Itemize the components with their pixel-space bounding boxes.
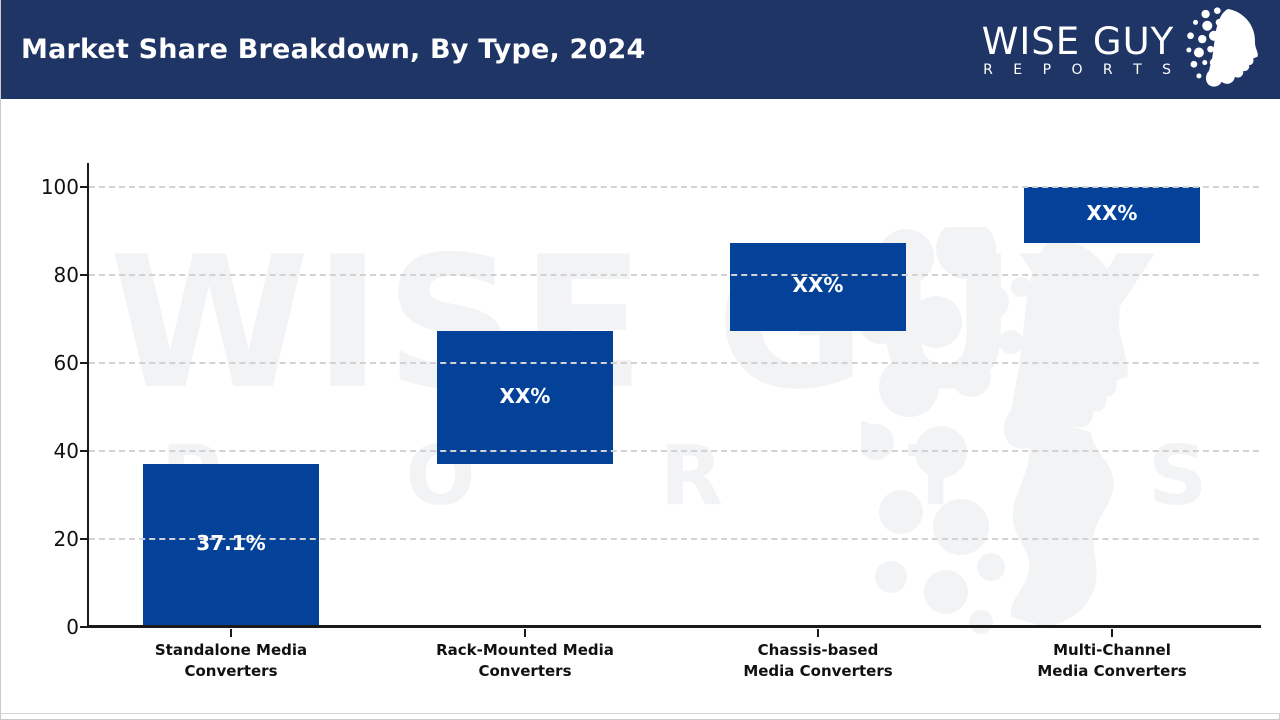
x-tick-standalone-media-converters — [230, 629, 232, 637]
y-tick-0 — [80, 626, 89, 628]
wise-guy-logo: WISE GUY R E P O R T S — [977, 4, 1267, 96]
category-label-line: Media Converters — [1037, 662, 1187, 680]
bar-value-label: XX% — [499, 383, 551, 408]
category-label-line: Converters — [478, 662, 572, 680]
category-label-line: Media Converters — [743, 662, 893, 680]
y-tick-label-80: 80 — [53, 263, 79, 287]
y-tick-100 — [80, 186, 89, 188]
category-label-standalone-media-converters: Standalone Media Converters — [101, 640, 361, 682]
y-tick-40 — [80, 450, 89, 452]
bar-value-label: XX% — [1086, 200, 1138, 225]
y-tick-80 — [80, 274, 89, 276]
category-label-line: Multi-Channel — [1053, 641, 1171, 659]
y-tick-label-20: 20 — [53, 527, 79, 551]
y-tick-label-100: 100 — [40, 175, 79, 199]
category-label-line: Rack-Mounted Media — [436, 641, 614, 659]
x-tick-rack-mounted-media-converters — [524, 629, 526, 637]
y-tick-20 — [80, 538, 89, 540]
x-tick-multi-channel-media-converters — [1111, 629, 1113, 637]
category-label-multi-channel-media-converters: Multi-Channel Media Converters — [982, 640, 1242, 682]
category-label-line: Converters — [184, 662, 278, 680]
y-tick-60 — [80, 362, 89, 364]
category-label-line: Standalone Media — [154, 641, 308, 659]
logo-subtitle: R E P O R T S — [983, 61, 1179, 78]
page-title: Market Share Breakdown, By Type, 2024 — [21, 34, 646, 65]
bar-standalone-media-converters — [143, 463, 319, 627]
gridline-40 — [89, 450, 1259, 452]
bottom-divider — [1, 713, 1280, 714]
bar-value-label: 37.1% — [196, 531, 266, 556]
x-tick-chassis-based-media-converters — [817, 629, 819, 637]
bar-value-label: XX% — [792, 273, 844, 298]
gridline-80 — [89, 274, 1259, 276]
category-label-line: Chassis-based — [757, 641, 879, 659]
gridline-60 — [89, 362, 1259, 364]
y-tick-label-40: 40 — [53, 439, 79, 463]
logo-text: WISE GUY R E P O R T S — [977, 23, 1179, 77]
bar-rack-mounted-media-converters — [437, 331, 613, 464]
x-axis-line — [87, 625, 1261, 628]
y-tick-label-0: 0 — [66, 615, 79, 639]
chart-area: WISE GUY P O R T S 0 20 40 60 80 100 37.1% Stan… — [1, 99, 1280, 713]
category-label-rack-mounted-media-converters: Rack-Mounted Media Converters — [395, 640, 655, 682]
y-axis-line — [87, 163, 89, 627]
logo-name: WISE GUY — [981, 19, 1175, 63]
bar-chassis-based-media-converters — [730, 242, 906, 332]
gridline-100 — [89, 186, 1259, 188]
header-bar: Market Share Breakdown, By Type, 2024 WI… — [1, 0, 1280, 99]
category-label-chassis-based-media-converters: Chassis-based Media Converters — [688, 640, 948, 682]
y-tick-label-60: 60 — [53, 351, 79, 375]
bar-multi-channel-media-converters — [1024, 187, 1200, 243]
watermark-head-icon — [861, 227, 1128, 634]
head-profile-icon — [1186, 6, 1258, 87]
gridline-20 — [89, 538, 1259, 540]
